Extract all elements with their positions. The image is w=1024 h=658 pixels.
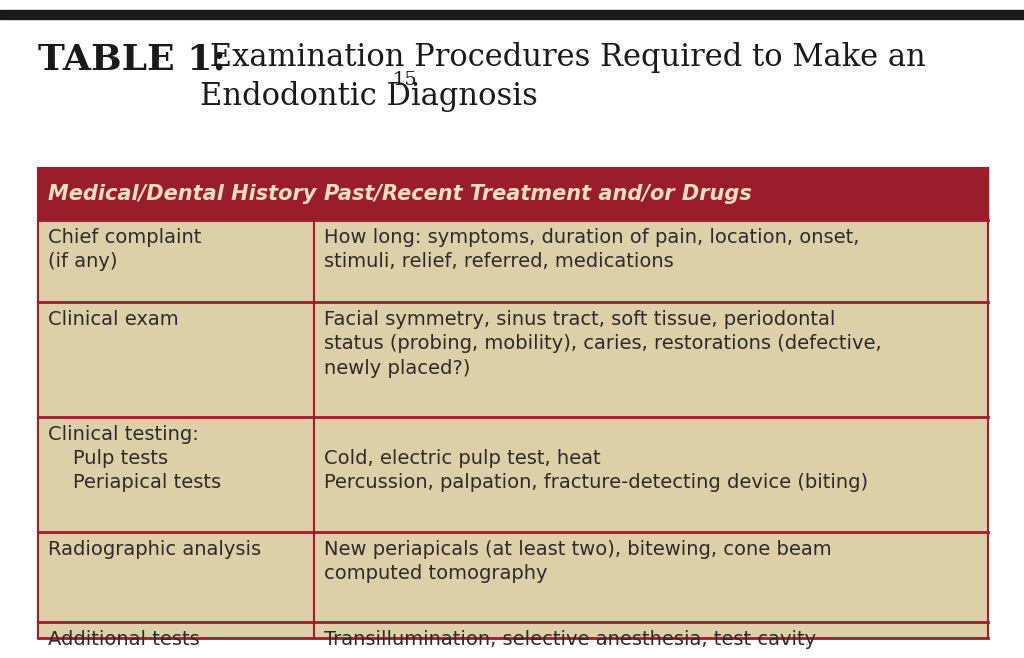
- Text: 15: 15: [393, 71, 418, 89]
- Text: Examination Procedures Required to Make an
Endodontic Diagnosis: Examination Procedures Required to Make …: [200, 42, 926, 113]
- Text: Medical/Dental History: Medical/Dental History: [48, 184, 316, 204]
- Text: TABLE 1:: TABLE 1:: [38, 42, 226, 76]
- Text: How long: symptoms, duration of pain, location, onset,
stimuli, relief, referred: How long: symptoms, duration of pain, lo…: [324, 228, 859, 271]
- Text: Clinical exam: Clinical exam: [48, 310, 178, 329]
- Text: New periapicals (at least two), bitewing, cone beam
computed tomography: New periapicals (at least two), bitewing…: [324, 540, 831, 583]
- Text: Transillumination, selective anesthesia, test cavity: Transillumination, selective anesthesia,…: [324, 630, 816, 649]
- Text: Facial symmetry, sinus tract, soft tissue, periodontal
status (probing, mobility: Facial symmetry, sinus tract, soft tissu…: [324, 310, 881, 378]
- Text: Radiographic analysis: Radiographic analysis: [48, 540, 261, 559]
- Text: Additional tests: Additional tests: [48, 630, 200, 649]
- Bar: [0, 10, 1024, 19]
- Bar: [38, 168, 988, 220]
- Text: Cold, electric pulp test, heat
Percussion, palpation, fracture-detecting device : Cold, electric pulp test, heat Percussio…: [324, 425, 867, 492]
- Text: Chief complaint
(if any): Chief complaint (if any): [48, 228, 202, 271]
- Text: Past/Recent Treatment and/or Drugs: Past/Recent Treatment and/or Drugs: [324, 184, 752, 204]
- Bar: [38, 168, 988, 638]
- Text: Clinical testing:
    Pulp tests
    Periapical tests: Clinical testing: Pulp tests Periapical …: [48, 425, 221, 492]
